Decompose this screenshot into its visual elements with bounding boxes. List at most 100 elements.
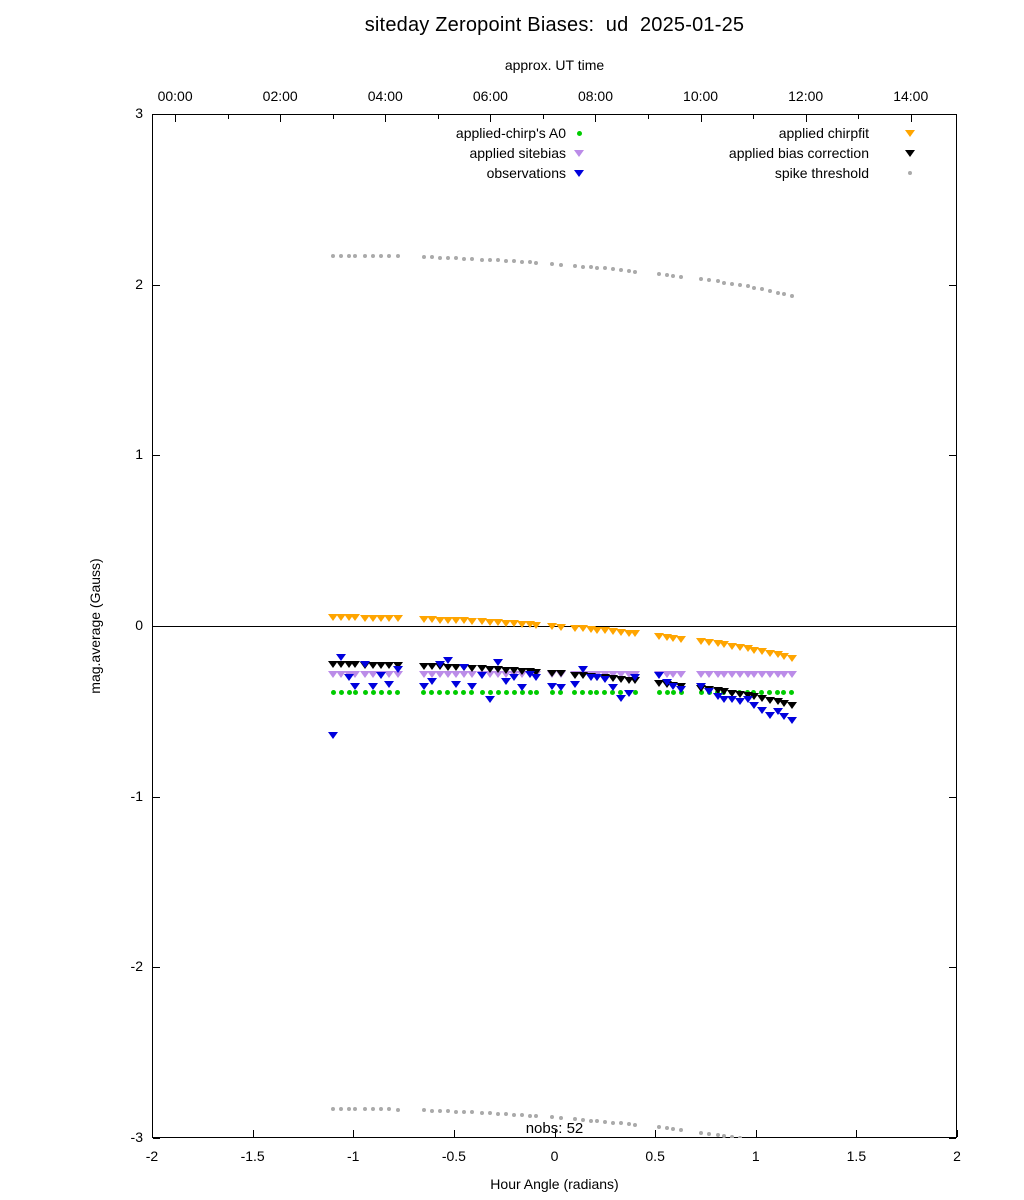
- applied-sitebias-marker: [392, 670, 403, 678]
- spike-threshold-marker: [594, 265, 599, 270]
- spike-threshold-marker: [626, 1122, 631, 1127]
- spike-threshold-marker: [371, 1107, 376, 1112]
- x-tick-label: 2: [953, 1148, 961, 1164]
- spike-threshold-marker: [729, 281, 734, 286]
- applied-chirp-s-a0-marker: [453, 690, 459, 696]
- spike-threshold-marker: [437, 1109, 442, 1114]
- applied-bias-correction-marker: [756, 695, 767, 703]
- legend-entry-label: observations: [486, 165, 566, 181]
- spike-threshold-marker: [745, 284, 750, 289]
- applied-chirp-s-a0-marker: [362, 690, 368, 696]
- spike-threshold-marker: [767, 288, 772, 293]
- applied-chirpfit-marker: [458, 617, 469, 625]
- spike-threshold-marker: [528, 1113, 533, 1118]
- applied-chirp-s-a0-marker: [618, 690, 624, 696]
- observations-marker: [712, 692, 723, 700]
- applied-chirpfit-marker: [336, 614, 347, 622]
- applied-bias-correction-marker: [786, 701, 797, 709]
- applied-sitebias-marker: [615, 670, 626, 678]
- applied-chirpfit-marker: [426, 616, 437, 624]
- spike-threshold-marker: [488, 1111, 493, 1116]
- observations-marker: [599, 675, 610, 683]
- observations-marker: [384, 681, 395, 689]
- applied-chirpfit-marker: [368, 614, 379, 622]
- applied-chirpfit-marker: [442, 616, 453, 624]
- observations-marker: [344, 674, 355, 682]
- applied-chirp-s-a0-marker: [503, 690, 509, 696]
- spike-threshold-marker: [421, 255, 426, 260]
- applied-chirp-s-a0-marker: [602, 690, 608, 696]
- ut-axis-tick: [805, 115, 807, 122]
- observations-marker: [778, 713, 789, 721]
- spike-threshold-marker: [679, 1128, 684, 1133]
- applied-chirpfit-marker: [531, 621, 542, 629]
- ut-axis-minor-tick: [648, 115, 650, 119]
- spike-threshold-marker: [496, 258, 501, 263]
- spike-threshold-marker: [461, 1109, 466, 1114]
- applied-chirpfit-marker: [772, 651, 783, 659]
- spike-threshold-marker: [550, 1115, 555, 1120]
- x-tick-label: -1: [347, 1148, 360, 1164]
- applied-bias-correction-marker: [615, 675, 626, 683]
- spike-threshold-marker: [469, 257, 474, 262]
- observations-marker: [485, 696, 496, 704]
- observations-marker: [630, 674, 640, 682]
- y-axis-tick: [153, 114, 160, 115]
- spike-threshold-marker: [445, 1109, 450, 1114]
- observations-marker: [442, 657, 453, 665]
- top-axis-label: approx. UT time: [504, 57, 605, 73]
- y-axis-tick: [153, 284, 160, 286]
- spike-threshold-marker: [781, 292, 786, 297]
- applied-chirpfit-marker: [555, 623, 566, 631]
- observations-marker: [555, 684, 566, 692]
- observations-marker: [696, 682, 707, 690]
- spike-threshold-marker: [751, 285, 756, 290]
- spike-threshold-marker: [437, 255, 442, 260]
- observations-marker: [450, 681, 461, 689]
- applied-bias-correction-marker: [450, 663, 461, 671]
- applied-sitebias-marker: [368, 670, 379, 678]
- applied-bias-correction-marker: [569, 671, 580, 679]
- observations-marker: [392, 665, 403, 673]
- applied-chirp-s-a0-marker: [421, 690, 427, 696]
- applied-chirpfit-marker: [696, 638, 707, 646]
- applied-sitebias-marker: [434, 670, 445, 678]
- x-tick-label: 1: [751, 1148, 760, 1164]
- spike-threshold-marker: [528, 260, 533, 265]
- ut-axis-minor-tick: [858, 115, 860, 119]
- applied-sitebias-marker: [734, 670, 745, 678]
- x-axis-tick: [655, 1130, 657, 1137]
- applied-chirp-s-a0-marker: [549, 690, 555, 696]
- applied-chirp-s-a0-marker: [519, 690, 525, 696]
- applied-bias-correction-marker: [336, 661, 347, 669]
- spike-threshold-marker: [707, 1131, 712, 1136]
- spike-threshold-marker: [588, 265, 593, 270]
- applied-chirpfit-marker: [734, 643, 745, 651]
- applied-sitebias-marker: [696, 670, 707, 678]
- y-axis-tick: [153, 455, 160, 457]
- spike-threshold-marker: [550, 262, 555, 267]
- spike-threshold-marker: [610, 267, 615, 272]
- observations-marker: [368, 682, 379, 690]
- spike-threshold-marker: [504, 258, 509, 263]
- ut-tick-label: 00:00: [157, 88, 193, 104]
- applied-bias-correction-marker: [376, 661, 387, 669]
- applied-bias-correction-marker: [344, 661, 355, 669]
- spike-threshold-marker: [534, 1114, 539, 1119]
- spike-threshold-marker: [594, 1119, 599, 1124]
- applied-chirp-s-a0-marker: [632, 690, 638, 696]
- observations-marker: [336, 653, 347, 661]
- applied-chirpfit-marker: [493, 619, 504, 627]
- applied-chirpfit-marker: [704, 639, 715, 647]
- nobs-annotation: nobs: 52 nDiscarded: 0 (flag2=0 flag3=0): [152, 1076, 957, 1138]
- spike-threshold-marker: [657, 272, 662, 277]
- applied-chirp-s-a0-marker: [670, 690, 676, 696]
- ut-axis-tick: [910, 115, 912, 122]
- applied-chirp-s-a0-marker: [330, 690, 336, 696]
- observations-marker: [756, 706, 767, 714]
- y-axis-tick: [153, 1138, 160, 1139]
- applied-chirp-s-a0-marker: [664, 690, 670, 696]
- ut-tick-label: 08:00: [577, 88, 613, 104]
- spike-threshold-marker: [671, 1127, 676, 1132]
- y-axis-tick-mirror: [949, 967, 956, 969]
